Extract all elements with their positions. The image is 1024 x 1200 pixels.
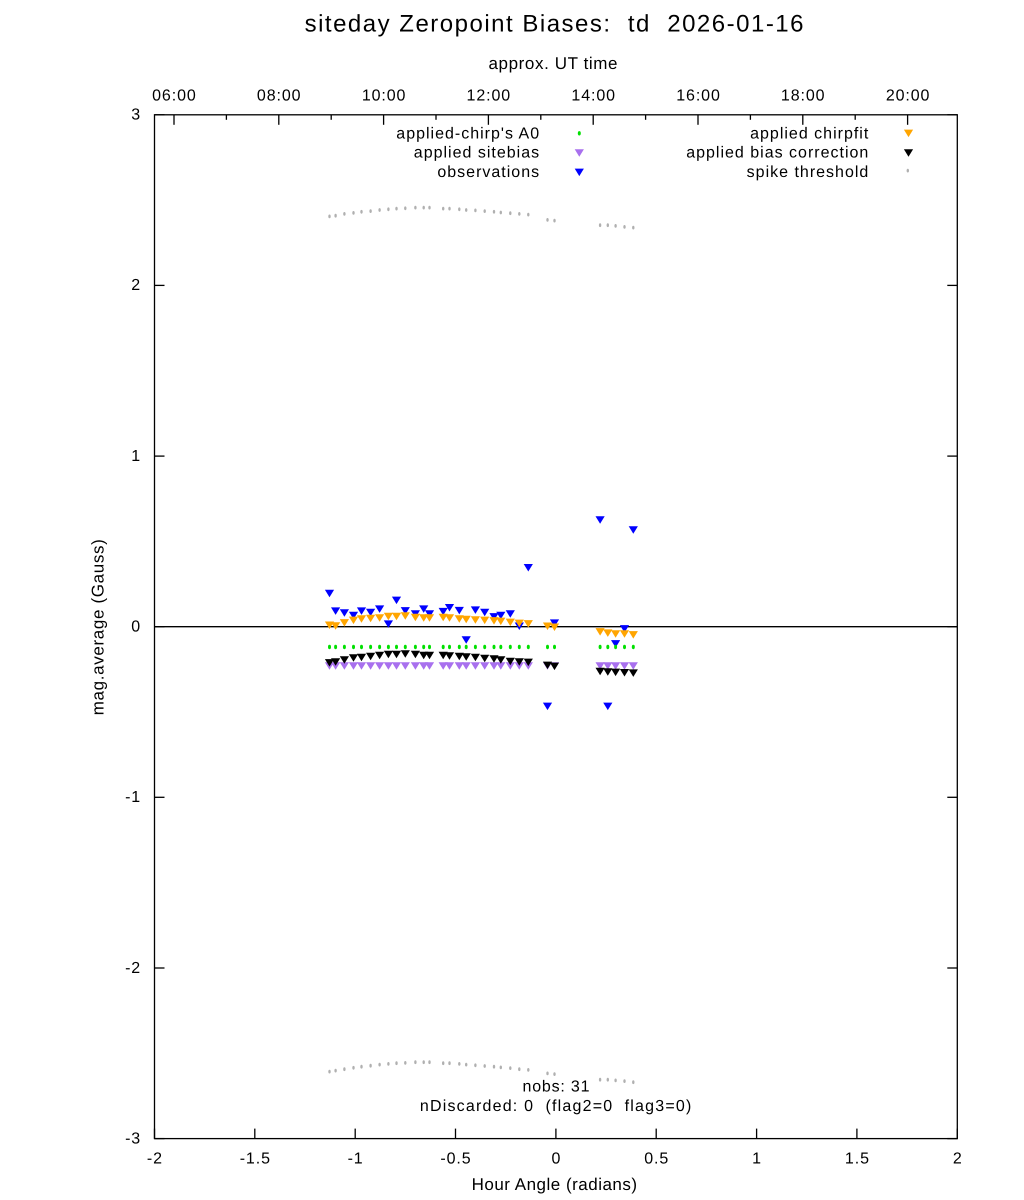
svg-text:08:00: 08:00 [257,87,302,104]
svg-text:mag.average (Gauss): mag.average (Gauss) [88,539,107,716]
svg-text:1: 1 [131,448,141,465]
svg-text:-3: -3 [125,1130,141,1147]
svg-text:20:00: 20:00 [886,87,931,104]
svg-text:06:00: 06:00 [152,87,197,104]
svg-text:applied bias correction: applied bias correction [686,145,869,162]
svg-text:18:00: 18:00 [781,87,826,104]
svg-text:0: 0 [551,1150,561,1167]
svg-text:applied-chirp's A0: applied-chirp's A0 [396,125,540,142]
svg-text:-1: -1 [125,789,141,806]
svg-text:nobs: 31: nobs: 31 [523,1079,591,1096]
svg-text:3: 3 [131,107,141,124]
svg-text:-1: -1 [348,1150,364,1167]
svg-text:nDiscarded: 0 (flag2=0 flag3: nDiscarded: 0 (flag2=0 flag3=0) [420,1098,693,1115]
svg-text:1.5: 1.5 [845,1150,870,1167]
svg-text:16:00: 16:00 [676,87,721,104]
svg-text:1: 1 [752,1150,762,1167]
svg-text:applied sitebias: applied sitebias [414,145,540,162]
svg-text:-0.5: -0.5 [440,1150,471,1167]
svg-text:0.5: 0.5 [644,1150,669,1167]
svg-text:-2: -2 [125,960,141,977]
svg-text:applied chirpfit: applied chirpfit [750,125,869,142]
svg-text:-1.5: -1.5 [240,1150,271,1167]
svg-text:siteday Zeropoint Biases: td: siteday Zeropoint Biases: td 2026-01-16 [305,10,805,37]
svg-text:10:00: 10:00 [362,87,407,104]
svg-text:spike threshold: spike threshold [747,164,870,181]
svg-text:2: 2 [953,1150,963,1167]
svg-text:2: 2 [131,277,141,294]
svg-text:Hour Angle (radians): Hour Angle (radians) [472,1175,638,1194]
svg-text:0: 0 [131,619,141,636]
svg-text:approx. UT time: approx. UT time [488,54,618,73]
svg-text:14:00: 14:00 [571,87,616,104]
svg-text:12:00: 12:00 [467,87,512,104]
svg-text:observations: observations [437,164,540,181]
svg-text:-2: -2 [147,1150,163,1167]
